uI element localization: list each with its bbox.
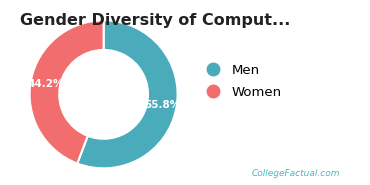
Text: CollegeFactual.com: CollegeFactual.com <box>252 169 340 178</box>
Wedge shape <box>77 20 178 168</box>
Legend: Men, Women: Men, Women <box>200 64 282 99</box>
Text: Gender Diversity of Comput...: Gender Diversity of Comput... <box>20 13 290 28</box>
Text: 44.2%: 44.2% <box>27 79 64 89</box>
Wedge shape <box>30 20 104 164</box>
Text: 55.8%: 55.8% <box>144 100 180 110</box>
